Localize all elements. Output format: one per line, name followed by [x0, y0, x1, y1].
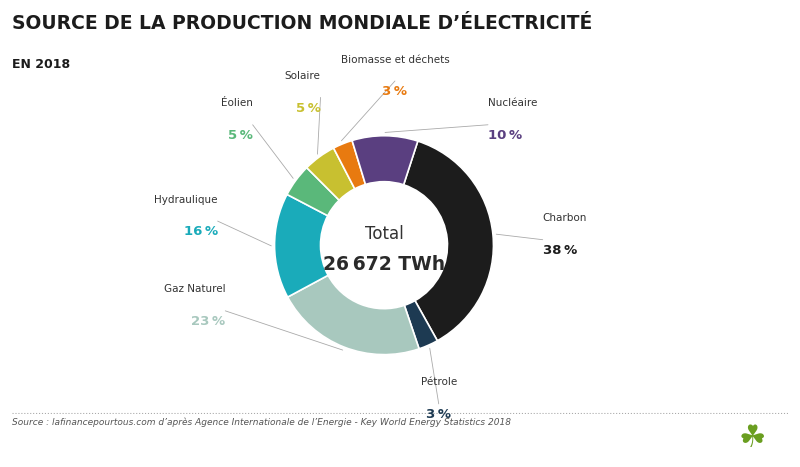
Wedge shape — [287, 168, 339, 216]
Text: 16 %: 16 % — [183, 226, 218, 239]
Text: Solaire: Solaire — [285, 71, 321, 81]
Text: Biomasse et déchets: Biomasse et déchets — [341, 55, 450, 64]
Text: Pétrole: Pétrole — [421, 377, 457, 388]
Text: 5 %: 5 % — [296, 102, 321, 115]
Wedge shape — [352, 136, 418, 185]
Text: 26 672 TWh: 26 672 TWh — [323, 255, 445, 275]
Text: Gaz Naturel: Gaz Naturel — [164, 284, 226, 294]
Wedge shape — [404, 301, 438, 349]
Text: 23 %: 23 % — [191, 315, 226, 328]
Text: 38 %: 38 % — [542, 244, 577, 257]
Wedge shape — [334, 141, 366, 189]
Text: 3 %: 3 % — [426, 408, 451, 421]
Wedge shape — [306, 148, 354, 200]
Text: 3 %: 3 % — [382, 85, 407, 99]
Text: Hydraulique: Hydraulique — [154, 195, 218, 205]
Text: Total: Total — [365, 225, 403, 243]
Text: 10 %: 10 % — [488, 129, 522, 142]
Text: ☘: ☘ — [738, 425, 766, 453]
Text: Éolien: Éolien — [221, 99, 253, 108]
Text: Charbon: Charbon — [542, 213, 587, 223]
Text: EN 2018: EN 2018 — [12, 58, 70, 71]
Wedge shape — [404, 141, 494, 341]
Text: SOURCE DE LA PRODUCTION MONDIALE D’ÉLECTRICITÉ: SOURCE DE LA PRODUCTION MONDIALE D’ÉLECT… — [12, 14, 592, 33]
Text: Nucléaire: Nucléaire — [488, 99, 538, 108]
Text: 5 %: 5 % — [228, 129, 253, 142]
Wedge shape — [288, 275, 419, 354]
Text: Source : lafinancepourtous.com d’après Agence Internationale de l’Energie - Key : Source : lafinancepourtous.com d’après A… — [12, 418, 511, 427]
Wedge shape — [274, 194, 328, 297]
